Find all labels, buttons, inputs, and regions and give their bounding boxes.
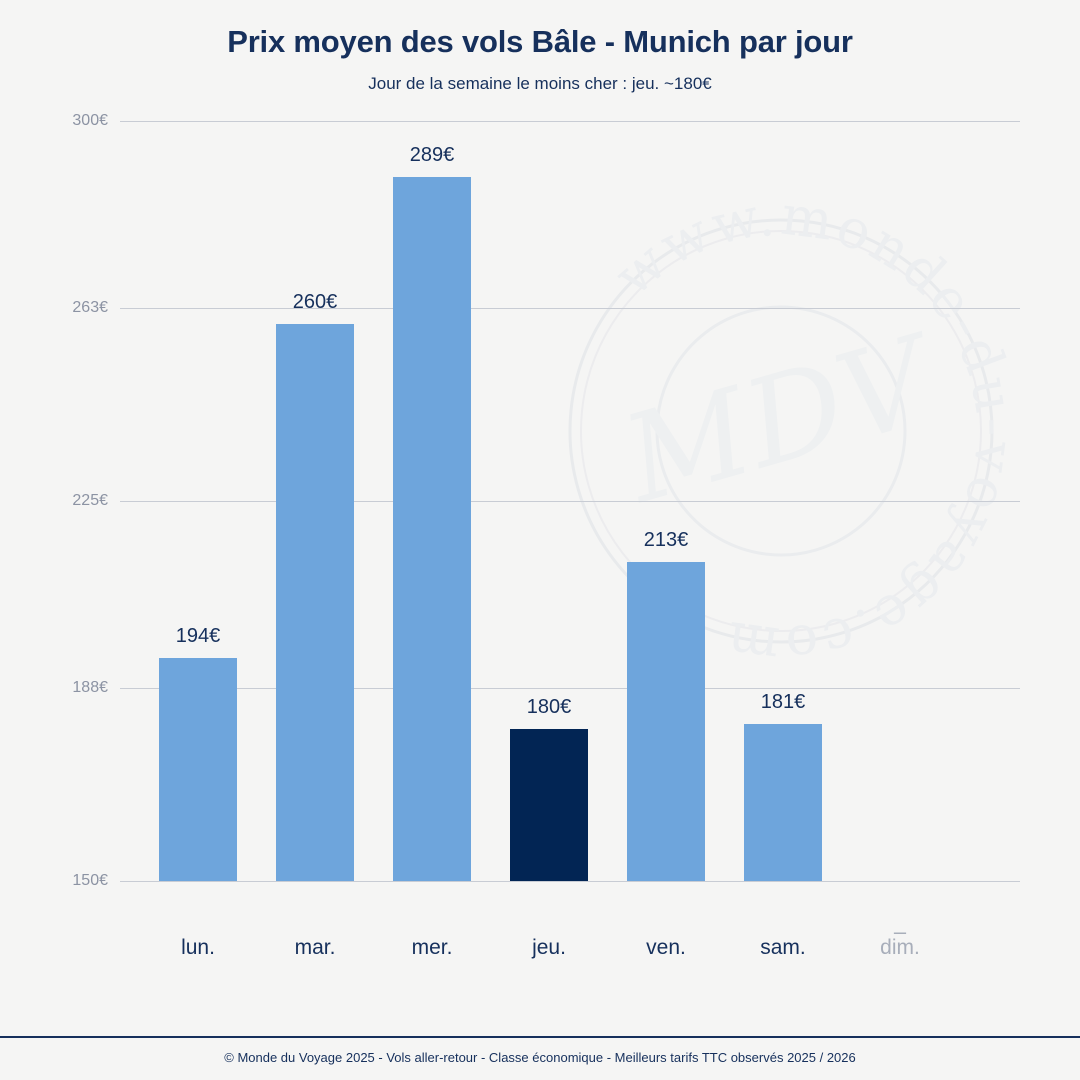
bar-no-data-label: –	[893, 919, 907, 944]
x-axis-label-mer: mer.	[411, 936, 453, 959]
bar[interactable]	[159, 658, 237, 881]
bar-value-label: 181€	[760, 690, 806, 713]
gridline	[120, 688, 1020, 690]
bar-highlighted[interactable]	[510, 729, 588, 881]
bar[interactable]	[393, 176, 471, 881]
gridline	[120, 881, 1020, 882]
footer-divider	[0, 1036, 1080, 1038]
chart-title: Prix moyen des vols Bâle - Munich par jo…	[227, 24, 853, 59]
chart-subtitle: Jour de la semaine le moins cher : jeu. …	[368, 74, 712, 93]
x-axis-label-sam: sam.	[760, 936, 806, 959]
gridline	[120, 121, 1020, 122]
bar[interactable]	[744, 723, 822, 881]
footer-text: © Monde du Voyage 2025 - Vols aller-reto…	[224, 1050, 856, 1065]
bar-value-label: 213€	[643, 528, 689, 551]
bar-value-label: 194€	[175, 625, 221, 648]
x-axis-label-ven: ven.	[646, 936, 686, 959]
x-axis-label-lun: lun.	[181, 936, 215, 959]
bar-value-label: 260€	[292, 290, 338, 313]
bar-value-label: 289€	[409, 143, 455, 166]
x-axis-label-jeu: jeu.	[532, 936, 566, 959]
x-axis-label-dim: dim.	[880, 936, 920, 959]
bar-value-label: 180€	[526, 696, 572, 718]
bar[interactable]	[276, 323, 354, 881]
x-axis-label-mar: mar.	[294, 936, 336, 959]
bar[interactable]	[627, 561, 705, 881]
